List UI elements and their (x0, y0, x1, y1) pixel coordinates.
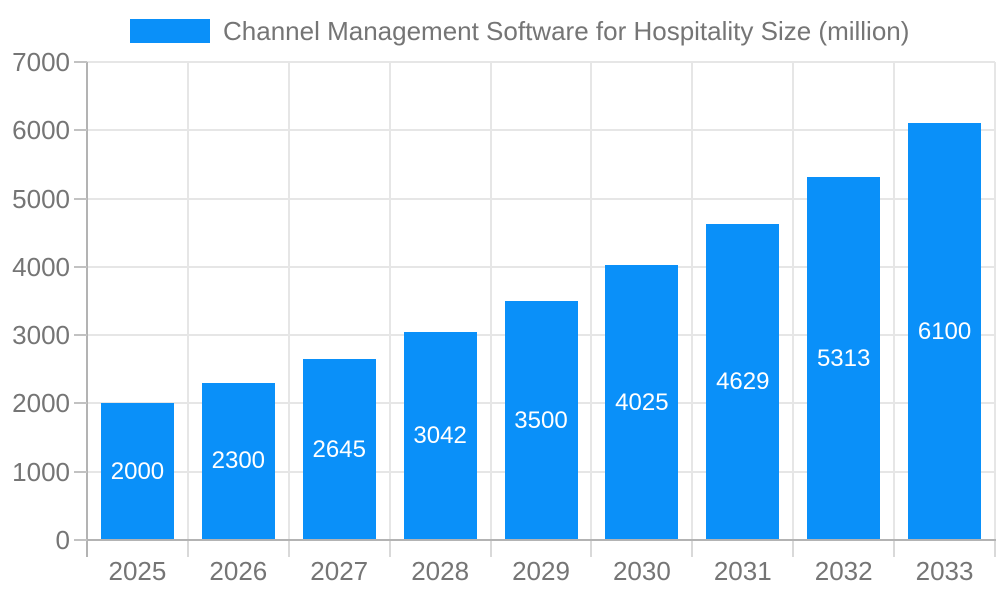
bar-value-label: 2300 (211, 447, 266, 475)
y-gridline (87, 197, 995, 200)
x-tick-mark (388, 541, 391, 557)
x-gridline (893, 62, 896, 540)
y-tick-mark (74, 539, 87, 541)
x-axis-tick-label: 2026 (209, 556, 268, 586)
x-tick-mark (994, 541, 996, 557)
x-axis-tick-label: 2032 (814, 556, 873, 586)
y-gridline (87, 61, 995, 63)
y-tick-mark (74, 129, 87, 132)
x-tick-mark (489, 541, 492, 557)
x-gridline (590, 62, 593, 540)
x-axis-tick-label: 2029 (512, 556, 570, 586)
x-tick-mark (186, 541, 189, 557)
bar[interactable] (504, 301, 578, 540)
bar-value-label: 5313 (816, 344, 871, 372)
x-gridline (388, 62, 391, 540)
x-axis-tick-label: 2030 (612, 556, 671, 586)
y-tick-mark (74, 197, 87, 200)
y-axis-tick-label: 6000 (12, 115, 70, 146)
bar-value-label: 6100 (917, 317, 972, 345)
x-tick-mark (893, 541, 896, 557)
y-gridline (87, 265, 995, 268)
x-gridline (792, 62, 795, 540)
y-axis-line (86, 62, 88, 556)
x-tick-mark (287, 541, 290, 557)
bar[interactable] (807, 177, 881, 540)
x-axis-tick-label: 2027 (310, 556, 369, 586)
x-gridline (994, 62, 996, 540)
y-tick-mark (74, 61, 87, 63)
bar[interactable] (605, 265, 679, 540)
x-gridline (287, 62, 290, 540)
bar-value-label: 3042 (413, 422, 467, 450)
x-axis-tick-label: 2028 (411, 556, 470, 586)
y-tick-mark (74, 470, 87, 473)
bar[interactable] (100, 403, 174, 540)
x-tick-mark (792, 541, 795, 557)
x-gridline (489, 62, 492, 540)
x-tick-mark (590, 541, 593, 557)
x-axis-tick-label: 2031 (713, 556, 772, 586)
x-axis-line (86, 539, 996, 541)
bar[interactable] (403, 332, 477, 540)
y-axis-tick-label: 7000 (12, 47, 70, 77)
bar[interactable] (201, 382, 275, 540)
y-tick-mark (74, 334, 87, 337)
y-axis-tick-label: 3000 (12, 320, 70, 351)
bar[interactable] (302, 359, 376, 540)
bar-value-label: 3500 (514, 406, 568, 434)
y-axis-tick-label: 1000 (12, 456, 70, 487)
x-tick-mark (86, 541, 88, 557)
legend[interactable]: Channel Management Software for Hospital… (130, 15, 910, 46)
legend-swatch (130, 19, 210, 43)
bar-value-label: 4025 (615, 388, 669, 416)
x-axis-tick-label: 2025 (108, 556, 167, 586)
y-axis-tick-label: 4000 (12, 251, 70, 282)
y-tick-mark (74, 265, 87, 268)
y-gridline (87, 129, 995, 132)
bar[interactable] (706, 223, 780, 540)
x-gridline (186, 62, 189, 540)
x-gridline (691, 62, 694, 540)
bar[interactable] (908, 123, 982, 540)
bar-value-label: 2645 (312, 435, 366, 463)
x-axis-tick-label: 2033 (915, 556, 974, 586)
y-axis-tick-label: 2000 (12, 388, 70, 419)
legend-label: Channel Management Software for Hospital… (223, 15, 910, 46)
y-axis-tick-label: 5000 (12, 183, 70, 214)
y-axis-tick-label: 0 (55, 525, 70, 555)
bar-value-label: 2000 (110, 457, 165, 485)
x-tick-mark (691, 541, 694, 557)
bar-value-label: 4629 (716, 367, 770, 395)
y-tick-mark (74, 402, 87, 405)
